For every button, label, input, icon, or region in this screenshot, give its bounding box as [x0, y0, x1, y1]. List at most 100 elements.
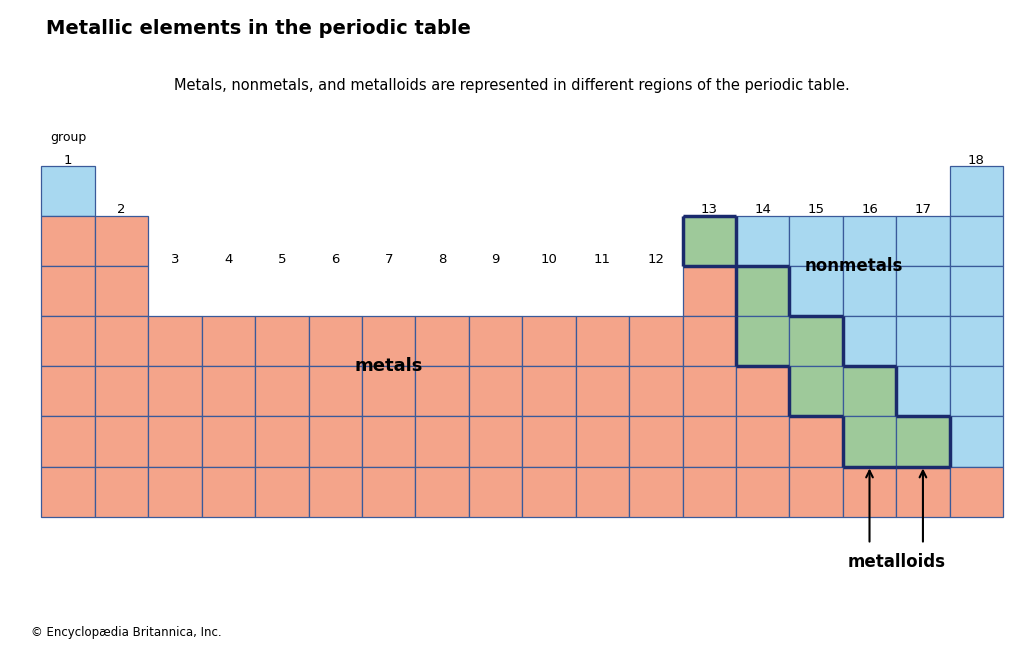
Bar — [790, 366, 843, 417]
Bar — [41, 316, 95, 366]
Text: group: group — [50, 132, 86, 145]
Bar — [95, 215, 148, 266]
Bar — [148, 366, 202, 417]
Bar — [629, 366, 683, 417]
Bar — [683, 316, 736, 366]
Bar — [41, 467, 95, 517]
Bar — [629, 417, 683, 467]
Text: 8: 8 — [438, 253, 446, 266]
Bar — [736, 316, 790, 366]
Bar — [575, 366, 629, 417]
Bar — [41, 366, 95, 417]
Bar — [575, 316, 629, 366]
Bar — [361, 467, 416, 517]
Text: Metallic elements in the periodic table: Metallic elements in the periodic table — [46, 19, 471, 38]
Bar — [308, 467, 361, 517]
Bar — [736, 215, 790, 266]
Text: 12: 12 — [647, 253, 665, 266]
Bar — [148, 417, 202, 467]
Text: 14: 14 — [755, 203, 771, 216]
Text: 16: 16 — [861, 203, 878, 216]
Bar — [949, 266, 1004, 316]
Bar — [522, 366, 575, 417]
Bar — [843, 467, 896, 517]
Bar — [255, 316, 308, 366]
Bar — [949, 366, 1004, 417]
Bar — [416, 316, 469, 366]
Text: 7: 7 — [384, 253, 393, 266]
Bar — [255, 366, 308, 417]
Bar — [148, 316, 202, 366]
Bar — [736, 266, 790, 316]
Bar — [843, 316, 896, 366]
Bar — [790, 215, 843, 266]
Bar — [416, 467, 469, 517]
Text: 18: 18 — [968, 154, 985, 167]
Bar — [41, 417, 95, 467]
Text: metals: metals — [354, 357, 423, 375]
Bar — [95, 417, 148, 467]
Bar — [308, 366, 361, 417]
Bar — [202, 316, 255, 366]
Bar — [896, 417, 949, 467]
Bar — [843, 417, 896, 467]
Text: 1: 1 — [63, 154, 73, 167]
Bar — [790, 266, 843, 316]
Bar — [361, 366, 416, 417]
Bar — [522, 467, 575, 517]
Bar — [469, 467, 522, 517]
Bar — [896, 316, 949, 366]
Bar — [41, 266, 95, 316]
Bar — [843, 366, 896, 417]
Bar — [148, 467, 202, 517]
Bar — [683, 467, 736, 517]
Text: 5: 5 — [278, 253, 286, 266]
Text: 17: 17 — [914, 203, 932, 216]
Text: nonmetals: nonmetals — [804, 257, 903, 275]
Text: 4: 4 — [224, 253, 232, 266]
Bar — [361, 417, 416, 467]
Bar — [575, 417, 629, 467]
Bar — [949, 165, 1004, 215]
Text: 6: 6 — [331, 253, 339, 266]
Bar — [522, 316, 575, 366]
Text: 15: 15 — [808, 203, 824, 216]
Bar — [308, 417, 361, 467]
Bar — [255, 467, 308, 517]
Bar — [41, 165, 95, 215]
Bar — [416, 417, 469, 467]
Text: metalloids: metalloids — [847, 553, 945, 571]
Bar — [896, 266, 949, 316]
Bar — [629, 467, 683, 517]
Bar — [843, 215, 896, 266]
Bar — [949, 417, 1004, 467]
Bar — [949, 467, 1004, 517]
Bar — [95, 266, 148, 316]
Bar — [896, 215, 949, 266]
Bar — [361, 316, 416, 366]
Bar — [629, 316, 683, 366]
Bar — [843, 266, 896, 316]
Text: 2: 2 — [118, 203, 126, 216]
Bar — [202, 366, 255, 417]
Bar — [575, 467, 629, 517]
Bar — [790, 316, 843, 366]
Bar — [736, 417, 790, 467]
Bar — [683, 366, 736, 417]
Text: 11: 11 — [594, 253, 611, 266]
Bar — [736, 366, 790, 417]
Bar — [949, 215, 1004, 266]
Bar — [202, 417, 255, 467]
Bar — [469, 316, 522, 366]
Bar — [95, 316, 148, 366]
Text: 3: 3 — [171, 253, 179, 266]
Bar — [469, 366, 522, 417]
Bar — [896, 467, 949, 517]
Bar — [683, 215, 736, 266]
Bar — [522, 417, 575, 467]
Bar — [95, 366, 148, 417]
Bar — [736, 467, 790, 517]
Bar — [416, 366, 469, 417]
Bar — [949, 316, 1004, 366]
Bar — [896, 366, 949, 417]
